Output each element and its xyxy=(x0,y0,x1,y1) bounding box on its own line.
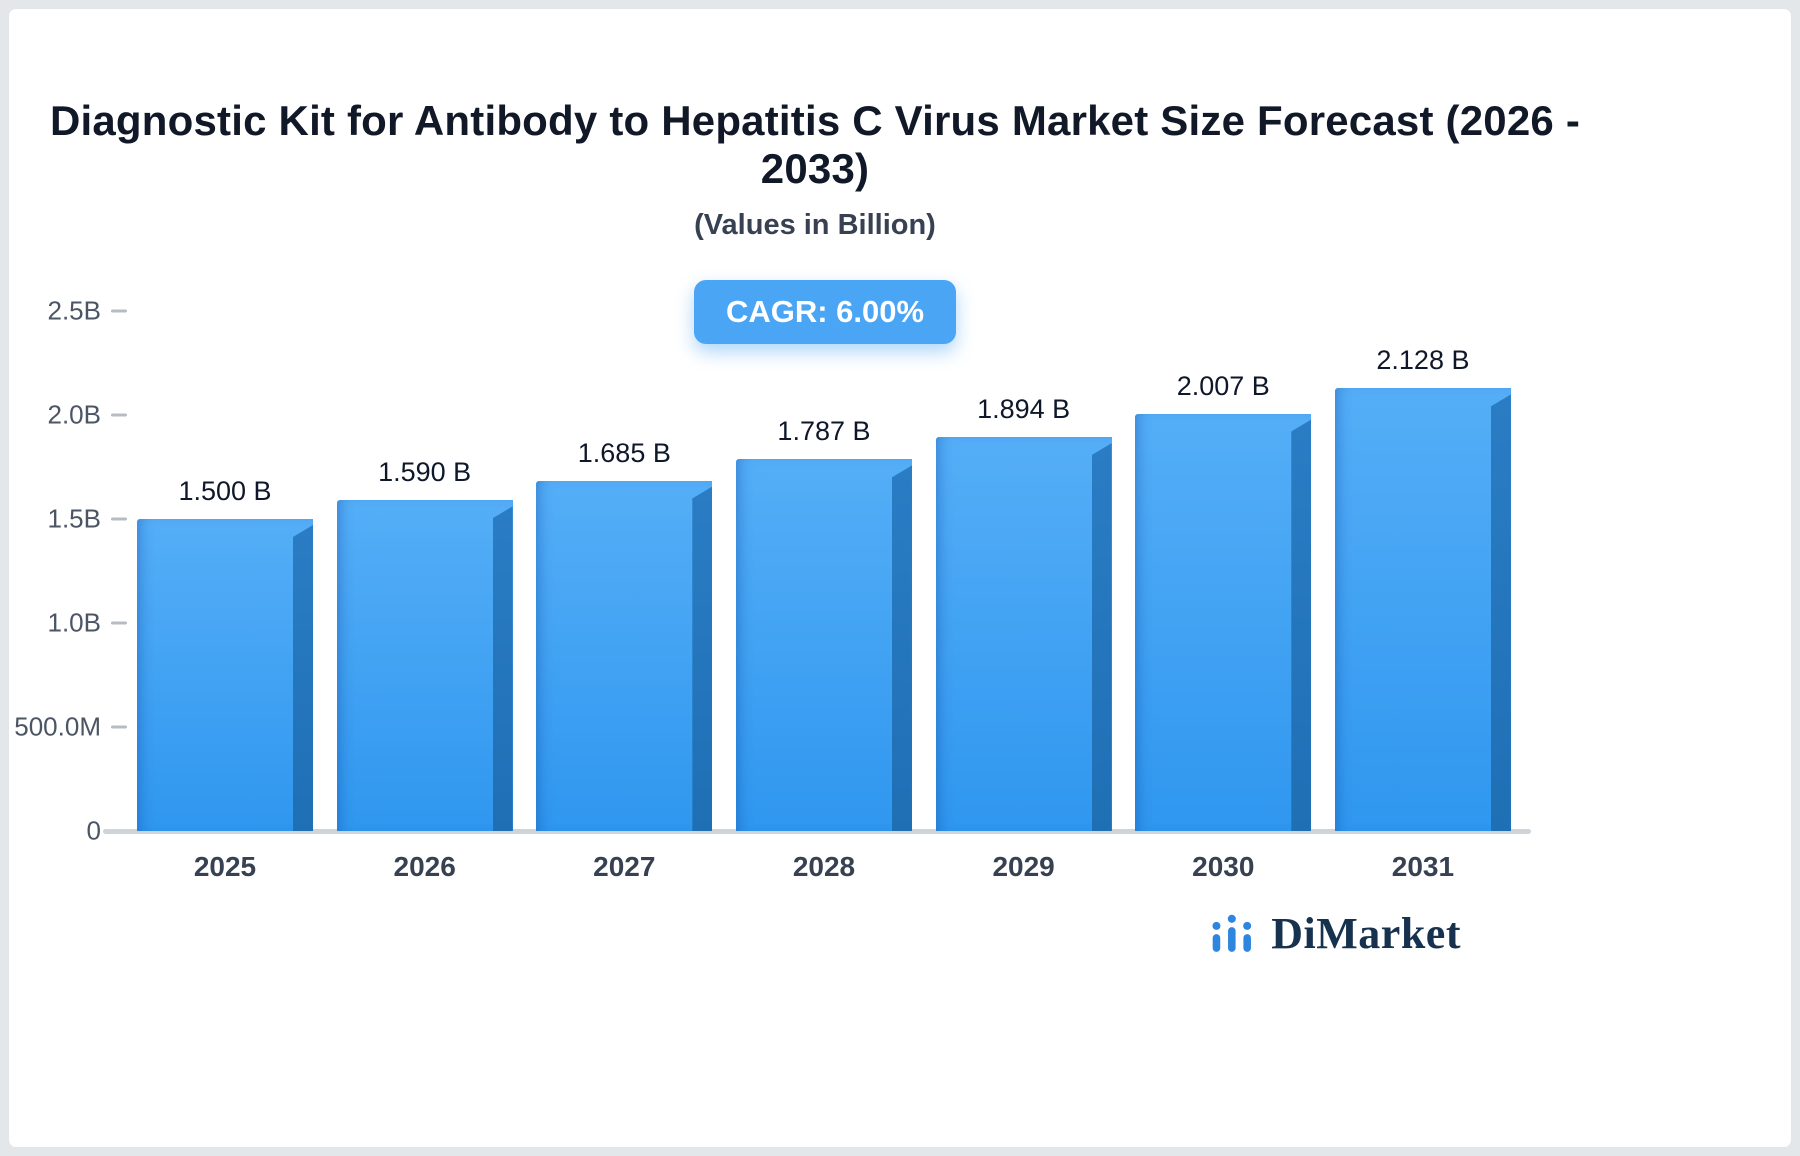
y-tick-label: 1.5B xyxy=(47,503,102,534)
x-axis-label: 2026 xyxy=(393,851,456,882)
bar-value-label: 1.685 B xyxy=(577,437,671,468)
y-tick-label: 0 xyxy=(86,815,101,846)
dimarket-logo: DiMarket xyxy=(1207,907,1461,959)
y-tick-label: 1.0B xyxy=(47,607,102,638)
bar-2028[interactable] xyxy=(735,459,912,831)
bar-side-face xyxy=(1091,443,1112,831)
chart-area: 0 500.0M 1.0B 1.5B 2.0B 2.5B 1.500 B 1.590 B 1.… xyxy=(9,296,1791,911)
bar-side-face xyxy=(1490,394,1511,831)
x-axis-label: 2030 xyxy=(1192,851,1255,882)
bar-group: 2.128 B xyxy=(1334,311,1511,831)
bar-value-label: 1.787 B xyxy=(777,416,871,447)
bar-group: 1.894 B xyxy=(935,311,1112,831)
bar-2030[interactable] xyxy=(1135,413,1312,831)
cagr-badge: CAGR: 6.00% xyxy=(693,280,957,344)
chart-title: Diagnostic Kit for Antibody to Hepatitis… xyxy=(49,97,1581,192)
bar-value-label: 1.590 B xyxy=(378,457,472,488)
y-tick-label: 500.0M xyxy=(14,711,101,742)
bar-group: 1.787 B xyxy=(735,311,912,831)
bar-2026[interactable] xyxy=(336,500,513,831)
bar-side-face xyxy=(492,506,513,831)
y-axis: 0 500.0M 1.0B 1.5B 2.0B 2.5B xyxy=(9,296,127,846)
bar-group: 1.685 B xyxy=(536,311,713,831)
bar-value-label: 2.128 B xyxy=(1376,345,1470,376)
y-tick: 500.0M xyxy=(14,712,127,743)
x-axis-label: 2027 xyxy=(593,851,656,882)
y-tick: 1.5B xyxy=(47,503,127,535)
x-axis-label: 2025 xyxy=(193,851,257,882)
bar-2025[interactable] xyxy=(137,519,313,831)
bar-2031[interactable] xyxy=(1334,388,1511,831)
y-tick-label: 2.0B xyxy=(47,399,102,430)
y-tick-mark xyxy=(111,725,127,729)
bars-container: 1.500 B 1.590 B 1.685 B 1.787 B 1.894 B 2.007… xyxy=(129,311,1519,831)
dimarket-logo-text: DiMarket xyxy=(1271,908,1461,958)
bar-value-label: 2.007 B xyxy=(1176,370,1270,401)
x-axis-label: 2029 xyxy=(992,851,1055,882)
y-tick: 1.0B xyxy=(47,607,127,639)
bar-side-face xyxy=(692,486,713,831)
chart-card: Diagnostic Kit for Antibody to Hepatitis… xyxy=(8,8,1792,1148)
chart-header: Diagnostic Kit for Antibody to Hepatitis… xyxy=(9,9,1791,242)
bar-value-label: 1.500 B xyxy=(178,476,272,506)
chart-subtitle: (Values in Billion) xyxy=(694,209,936,241)
bar-2029[interactable] xyxy=(935,437,1112,831)
bar-side-face xyxy=(891,465,912,831)
bar-group: 1.500 B xyxy=(137,311,313,831)
y-tick-mark xyxy=(111,309,127,313)
bar-value-label: 1.894 B xyxy=(977,394,1071,425)
x-axis-label: 2028 xyxy=(792,851,856,882)
x-axis-line xyxy=(103,829,1531,834)
bar-side-face xyxy=(293,525,313,831)
y-tick-label: 2.5B xyxy=(47,295,102,326)
y-tick-mark xyxy=(111,621,127,625)
bar-group: 1.590 B xyxy=(336,311,513,831)
bar-group: 2.007 B xyxy=(1135,311,1312,831)
y-tick: 2.5B xyxy=(47,295,127,327)
dimarket-logo-icon xyxy=(1212,914,1252,952)
y-tick-mark xyxy=(111,413,127,417)
plot-area: 1.500 B 1.590 B 1.685 B 1.787 B 1.894 B 2.007… xyxy=(103,311,1531,834)
bar-2027[interactable] xyxy=(536,480,713,831)
x-axis-label: 2031 xyxy=(1391,851,1455,882)
cagr-badge-row: CAGR: 6.00% xyxy=(129,280,1521,344)
y-tick-mark xyxy=(111,517,127,521)
y-tick: 2.0B xyxy=(47,399,127,431)
bar-side-face xyxy=(1291,419,1312,831)
x-axis: 2025 2026 2027 2028 2029 2030 2031 xyxy=(129,851,1519,883)
